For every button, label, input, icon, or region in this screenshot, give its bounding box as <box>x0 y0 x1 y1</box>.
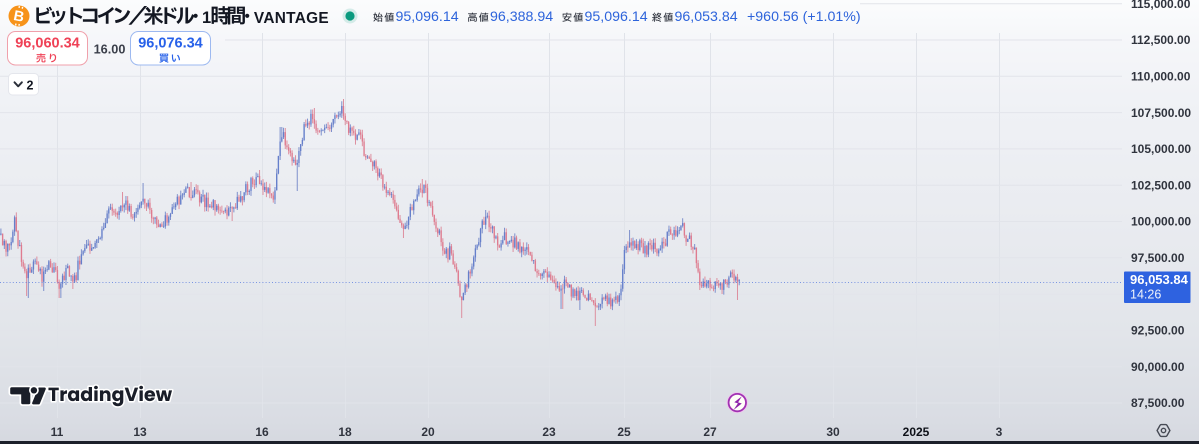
svg-text:2: 2 <box>27 79 34 93</box>
svg-text:95,096.14: 95,096.14 <box>585 9 648 25</box>
svg-text:96,053.84: 96,053.84 <box>675 9 738 25</box>
svg-text:96,076.34: 96,076.34 <box>138 36 203 52</box>
svg-text:16: 16 <box>255 425 269 439</box>
svg-text:1: 1 <box>202 9 211 27</box>
svg-text:97,500.00: 97,500.00 <box>1131 251 1185 265</box>
svg-text:13: 13 <box>133 425 147 439</box>
svg-text:+960.56 (+1.01%): +960.56 (+1.01%) <box>747 9 861 25</box>
svg-text:16.00: 16.00 <box>94 43 126 57</box>
svg-text:110,000.00: 110,000.00 <box>1131 70 1191 84</box>
svg-text:90,000.00: 90,000.00 <box>1131 360 1185 374</box>
svg-text:23: 23 <box>542 425 556 439</box>
svg-text:30: 30 <box>826 425 840 439</box>
svg-text:96,053.84: 96,053.84 <box>1130 272 1189 287</box>
svg-text:18: 18 <box>338 425 352 439</box>
svg-text:107,500.00: 107,500.00 <box>1131 106 1191 120</box>
svg-text:14:26: 14:26 <box>1130 288 1161 302</box>
svg-text:87,500.00: 87,500.00 <box>1131 396 1185 410</box>
svg-text:102,500.00: 102,500.00 <box>1131 178 1191 192</box>
svg-text:92,500.00: 92,500.00 <box>1131 324 1185 338</box>
svg-text:95,096.14: 95,096.14 <box>396 9 459 25</box>
svg-text:3: 3 <box>996 425 1003 439</box>
svg-text:11: 11 <box>51 425 64 439</box>
svg-text:96,388.94: 96,388.94 <box>490 9 553 25</box>
svg-text:96,060.34: 96,060.34 <box>15 36 80 52</box>
svg-text:VANTAGE: VANTAGE <box>254 10 329 27</box>
svg-text:B: B <box>12 8 25 26</box>
svg-text:27: 27 <box>703 425 717 439</box>
svg-text:20: 20 <box>421 425 435 439</box>
svg-text:105,000.00: 105,000.00 <box>1131 142 1191 156</box>
svg-text:25: 25 <box>617 425 631 439</box>
svg-text:100,000.00: 100,000.00 <box>1131 215 1191 229</box>
svg-text:115,000.00: 115,000.00 <box>1131 0 1191 11</box>
svg-text:2025: 2025 <box>903 425 930 439</box>
svg-text:112,500.00: 112,500.00 <box>1131 33 1191 47</box>
